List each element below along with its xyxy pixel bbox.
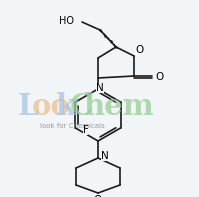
Text: hem: hem <box>83 92 154 121</box>
Text: O: O <box>135 45 143 55</box>
Text: k: k <box>56 92 76 121</box>
Text: O: O <box>156 72 164 82</box>
Text: HO: HO <box>59 16 74 26</box>
Text: O: O <box>94 195 102 197</box>
Text: C: C <box>70 92 93 121</box>
Text: L: L <box>18 92 38 121</box>
Text: look for Chemicals: look for Chemicals <box>40 123 105 129</box>
Text: N: N <box>101 151 109 161</box>
Text: F: F <box>83 125 88 135</box>
Text: oo: oo <box>32 92 71 121</box>
Text: N: N <box>96 83 104 93</box>
